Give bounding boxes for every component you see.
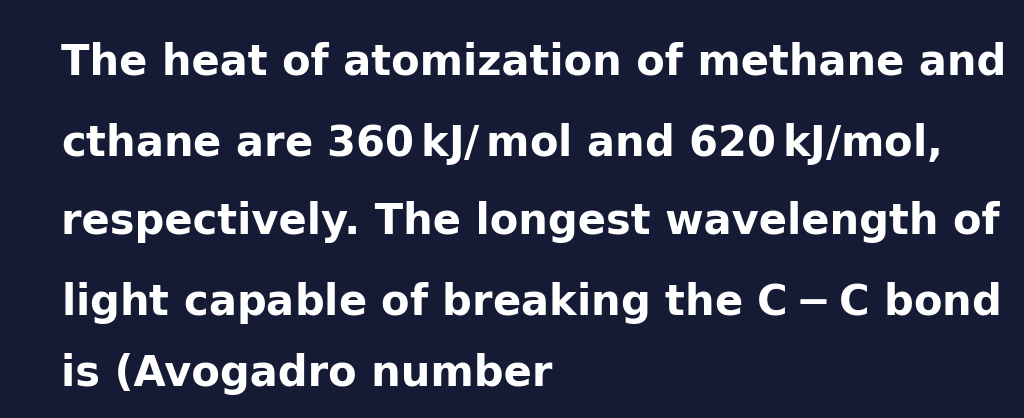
Text: respectively. The longest wavelength of: respectively. The longest wavelength of bbox=[61, 201, 1000, 242]
Text: is (Avogadro number: is (Avogadro number bbox=[61, 353, 553, 395]
Text: light capable of breaking the $\mathbf{C-C}$ bond: light capable of breaking the $\mathbf{C… bbox=[61, 280, 1000, 326]
Text: cthane are $\mathbf{360\,kJ/\,mol}$ and $\mathbf{620\,kJ/mol}$,: cthane are $\mathbf{360\,kJ/\,mol}$ and … bbox=[61, 121, 941, 167]
Text: The heat of atomization of methane and: The heat of atomization of methane and bbox=[61, 42, 1007, 84]
